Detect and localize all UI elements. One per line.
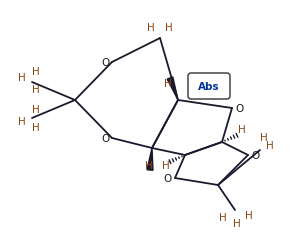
Text: H: H [233, 219, 241, 229]
Text: H: H [266, 141, 274, 151]
Text: H: H [145, 161, 153, 171]
Text: H: H [165, 23, 173, 33]
Text: H: H [32, 105, 40, 115]
Text: H: H [18, 73, 26, 83]
Text: O: O [101, 58, 109, 68]
Text: H: H [18, 117, 26, 127]
Text: O: O [235, 104, 243, 114]
Text: H: H [260, 133, 268, 143]
Polygon shape [147, 148, 153, 170]
Text: H: H [238, 125, 246, 135]
Text: H: H [219, 213, 227, 223]
Text: O: O [251, 151, 259, 161]
Text: H: H [147, 23, 155, 33]
Text: O: O [164, 174, 172, 184]
Text: O: O [101, 134, 109, 144]
Text: H: H [32, 85, 40, 95]
FancyBboxPatch shape [188, 73, 230, 99]
Text: H: H [245, 211, 253, 221]
Text: Abs: Abs [198, 81, 220, 92]
Text: H: H [32, 67, 40, 77]
Polygon shape [167, 77, 178, 100]
Text: H: H [162, 161, 170, 171]
Text: H: H [164, 79, 172, 89]
Text: H: H [32, 123, 40, 133]
